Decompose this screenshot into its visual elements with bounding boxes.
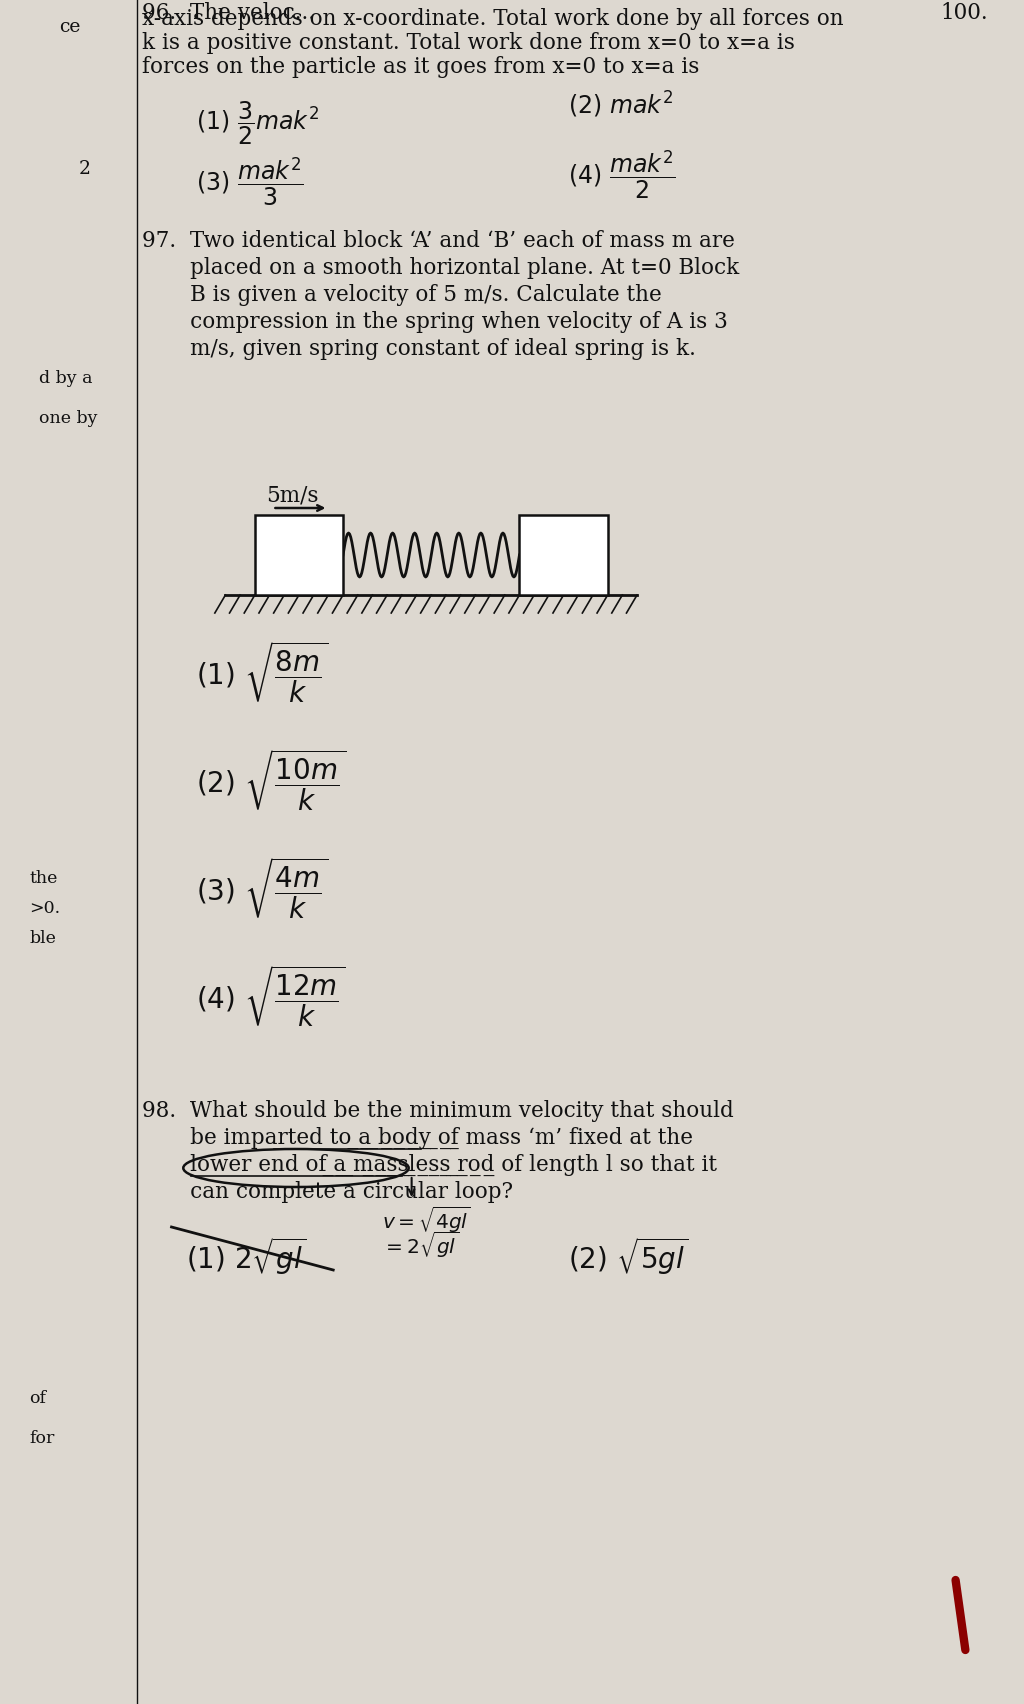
Text: one by: one by <box>39 411 97 428</box>
Text: compression in the spring when velocity of A is 3: compression in the spring when velocity … <box>142 312 728 332</box>
Text: $(2)\ mak^2$: $(2)\ mak^2$ <box>568 90 674 121</box>
Text: the: the <box>30 871 57 888</box>
Text: 97.  Two identical block ‘A’ and ‘B’ each of mass m are: 97. Two identical block ‘A’ and ‘B’ each… <box>142 230 735 252</box>
Text: >0.: >0. <box>30 900 60 917</box>
Text: $(1)\ \dfrac{3}{2}mak^2$: $(1)\ \dfrac{3}{2}mak^2$ <box>196 101 319 147</box>
Text: 2: 2 <box>79 160 90 177</box>
Text: of: of <box>30 1390 46 1408</box>
Text: $= 2\sqrt{gl}$: $= 2\sqrt{gl}$ <box>382 1230 460 1261</box>
Text: m/s, given spring constant of ideal spring is k.: m/s, given spring constant of ideal spri… <box>142 337 696 360</box>
Text: B: B <box>288 542 310 567</box>
Text: for: for <box>30 1430 54 1447</box>
Text: $(3)\ \sqrt{\dfrac{4m}{k}}$: $(3)\ \sqrt{\dfrac{4m}{k}}$ <box>196 855 329 922</box>
Text: 98.  What should be the minimum velocity that should: 98. What should be the minimum velocity … <box>142 1101 734 1121</box>
Text: 100.: 100. <box>941 2 988 24</box>
Text: $(4)\ \sqrt{\dfrac{12m}{k}}$: $(4)\ \sqrt{\dfrac{12m}{k}}$ <box>196 964 345 1029</box>
Text: lower end of ̲a̲ ̲m̲a̲s̲s̲l̲e̲s̲s̲ ̲r̲o̲d̲ of length l so that it: lower end of ̲a̲ ̲m̲a̲s̲s̲l̲e̲s̲s̲ ̲r̲o̲… <box>142 1154 717 1176</box>
Bar <box>255 515 343 595</box>
Text: B is given a velocity of 5 m/s. Calculate the: B is given a velocity of 5 m/s. Calculat… <box>142 285 662 307</box>
Text: $(1)\ 2\sqrt{gl}$: $(1)\ 2\sqrt{gl}$ <box>186 1235 307 1276</box>
Text: $v = \sqrt{4gl}$: $v = \sqrt{4gl}$ <box>382 1205 471 1235</box>
Text: d by a: d by a <box>39 370 93 387</box>
Text: A: A <box>553 542 573 567</box>
Text: $(1)\ \sqrt{\dfrac{8m}{k}}$: $(1)\ \sqrt{\dfrac{8m}{k}}$ <box>196 641 329 705</box>
Text: $(2)\ \sqrt{\dfrac{10m}{k}}$: $(2)\ \sqrt{\dfrac{10m}{k}}$ <box>196 748 346 813</box>
Text: k is a positive constant. Total work done from x=0 to x=a is: k is a positive constant. Total work don… <box>142 32 795 55</box>
Bar <box>519 515 607 595</box>
Text: x-axis depends on x-coordinate. Total work done by all forces on: x-axis depends on x-coordinate. Total wo… <box>142 9 844 31</box>
Text: be imparted to ̲a̲ ̲b̲o̲d̲y̲ ̲o̲f̲ mass ‘m’ fixed at the: be imparted to ̲a̲ ̲b̲o̲d̲y̲ ̲o̲f̲ mass … <box>142 1126 693 1148</box>
Text: placed on a smooth horizontal plane. At t=0 Block: placed on a smooth horizontal plane. At … <box>142 257 739 279</box>
Text: $(4)\ \dfrac{mak^2}{2}$: $(4)\ \dfrac{mak^2}{2}$ <box>568 148 676 201</box>
Text: forces on the particle as it goes from x=0 to x=a is: forces on the particle as it goes from x… <box>142 56 699 78</box>
Text: ce: ce <box>58 19 80 36</box>
Text: 96.  The veloc...: 96. The veloc... <box>142 2 315 24</box>
Text: $(3)\ \dfrac{mak^2}{3}$: $(3)\ \dfrac{mak^2}{3}$ <box>196 155 303 208</box>
Text: 5m/s: 5m/s <box>266 486 319 508</box>
Text: $(2)\ \sqrt{5gl}$: $(2)\ \sqrt{5gl}$ <box>568 1235 689 1276</box>
Text: ble: ble <box>30 930 56 947</box>
Text: can complete a circular loop?: can complete a circular loop? <box>142 1181 513 1203</box>
